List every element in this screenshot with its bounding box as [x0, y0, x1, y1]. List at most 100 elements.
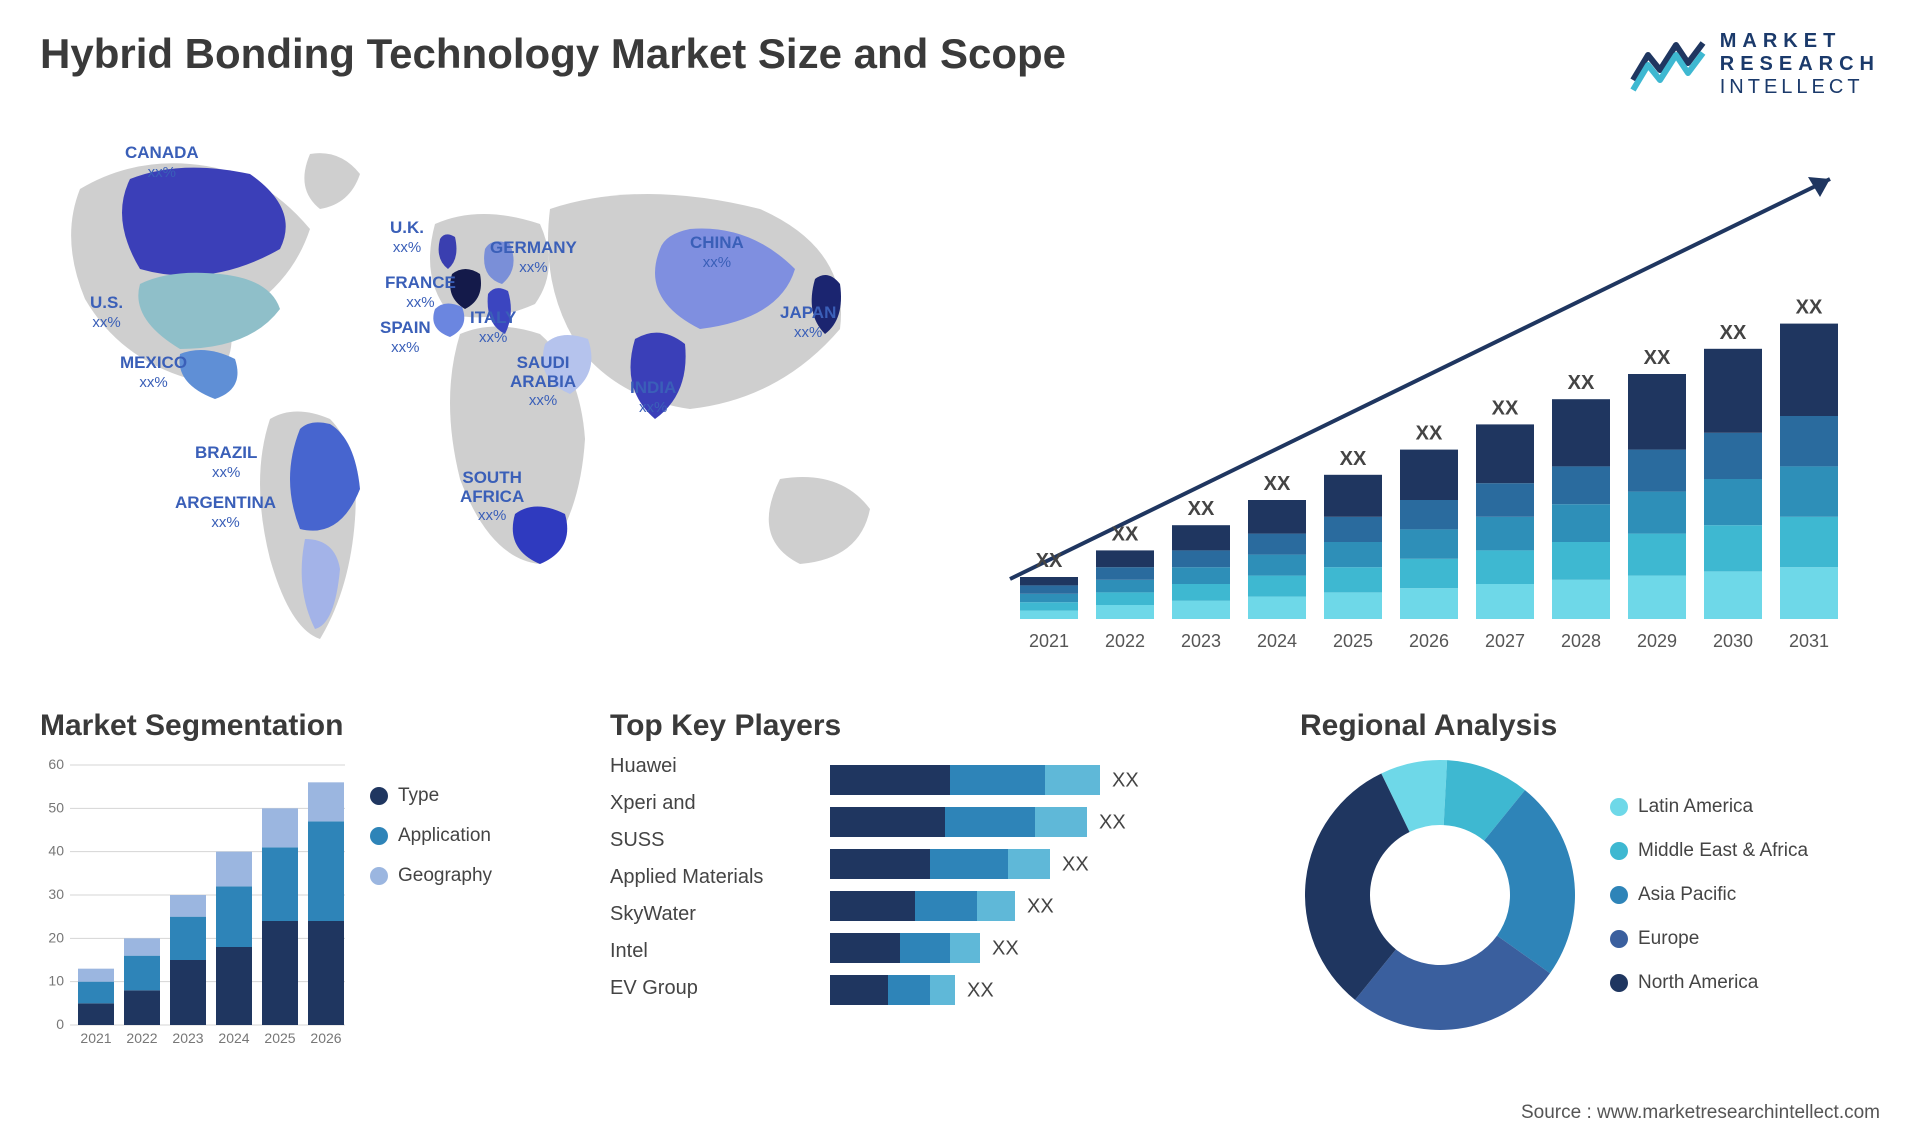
svg-text:XX: XX: [1112, 523, 1139, 545]
svg-text:XX: XX: [1416, 423, 1443, 445]
country-label: U.S.xx%: [90, 294, 123, 331]
legend-item: Middle East & Africa: [1610, 840, 1808, 862]
players-title: Top Key Players: [610, 709, 1260, 743]
player-name: Huawei: [610, 755, 810, 778]
svg-text:2026: 2026: [310, 1030, 341, 1046]
legend-item: Geography: [370, 865, 492, 887]
svg-text:2025: 2025: [264, 1030, 295, 1046]
player-name: Intel: [610, 940, 810, 963]
svg-text:2021: 2021: [80, 1030, 111, 1046]
svg-text:XX: XX: [1568, 372, 1595, 394]
svg-text:2025: 2025: [1333, 631, 1373, 651]
country-label: SAUDIARABIAxx%: [510, 354, 576, 410]
svg-text:2023: 2023: [172, 1030, 203, 1046]
legend-label: Geography: [398, 865, 492, 887]
svg-text:40: 40: [48, 843, 64, 859]
growth-chart-svg: XX 2021 XX 2022 XX 2023 XX 2024 XX 2025 XX 2026 XX 20…: [1000, 119, 1860, 679]
legend-item: Asia Pacific: [1610, 884, 1808, 906]
svg-text:2024: 2024: [1257, 631, 1297, 651]
brand-line3: INTELLECT: [1720, 76, 1880, 99]
players-chart-svg: XXXXXXXXXXXX: [830, 755, 1250, 1045]
svg-text:XX: XX: [1036, 550, 1063, 572]
svg-text:XX: XX: [1796, 297, 1823, 319]
legend-item: Europe: [1610, 928, 1808, 950]
svg-text:10: 10: [48, 973, 64, 989]
legend-label: Europe: [1638, 928, 1699, 950]
country-label: INDIAxx%: [630, 379, 676, 416]
regional-legend: Latin America Middle East & Africa Asia Pa…: [1610, 796, 1808, 994]
player-name: Xperi and: [610, 792, 810, 815]
svg-text:XX: XX: [1188, 498, 1215, 520]
country-label: BRAZILxx%: [195, 444, 257, 481]
svg-text:2021: 2021: [1029, 631, 1069, 651]
svg-text:XX: XX: [1644, 347, 1671, 369]
country-label: CHINAxx%: [690, 234, 744, 271]
brand-line2: RESEARCH: [1720, 53, 1880, 76]
svg-text:2022: 2022: [1105, 631, 1145, 651]
svg-text:2030: 2030: [1713, 631, 1753, 651]
svg-text:20: 20: [48, 929, 64, 945]
legend-dot-icon: [370, 867, 388, 885]
country-label: SPAINxx%: [380, 319, 431, 356]
legend-dot-icon: [1610, 798, 1628, 816]
svg-text:2028: 2028: [1561, 631, 1601, 651]
svg-text:50: 50: [48, 799, 64, 815]
svg-text:2027: 2027: [1485, 631, 1525, 651]
growth-chart-panel: XX 2021 XX 2022 XX 2023 XX 2024 XX 2025 XX 2026 XX 20…: [1000, 119, 1860, 679]
legend-dot-icon: [1610, 842, 1628, 860]
regional-panel: Regional Analysis Latin America Middle Ea…: [1300, 709, 1880, 1055]
country-label: ITALYxx%: [470, 309, 516, 346]
world-map-svg: [40, 119, 940, 679]
svg-text:XX: XX: [1027, 896, 1054, 918]
legend-item: Application: [370, 825, 492, 847]
country-label: U.K.xx%: [390, 219, 424, 256]
legend-item: Latin America: [1610, 796, 1808, 818]
segmentation-chart-svg: 0102030405060202120222023202420252026: [40, 755, 350, 1055]
legend-label: North America: [1638, 972, 1758, 994]
segmentation-panel: Market Segmentation 01020304050602021202…: [40, 709, 570, 1055]
svg-text:60: 60: [48, 756, 64, 772]
legend-label: Application: [398, 825, 491, 847]
country-label: GERMANYxx%: [490, 239, 577, 276]
svg-text:2023: 2023: [1181, 631, 1221, 651]
svg-text:XX: XX: [1264, 473, 1291, 495]
legend-item: North America: [1610, 972, 1808, 994]
brand-logo-icon: [1628, 35, 1708, 95]
segmentation-legend: Type Application Geography: [370, 755, 492, 1055]
regional-title: Regional Analysis: [1300, 709, 1880, 743]
brand-line1: MARKET: [1720, 30, 1880, 53]
svg-text:2022: 2022: [126, 1030, 157, 1046]
player-name: EV Group: [610, 977, 810, 1000]
legend-dot-icon: [1610, 886, 1628, 904]
legend-label: Middle East & Africa: [1638, 840, 1808, 862]
page-title: Hybrid Bonding Technology Market Size an…: [40, 30, 1066, 78]
svg-text:XX: XX: [1720, 322, 1747, 344]
player-name: SkyWater: [610, 903, 810, 926]
legend-dot-icon: [370, 787, 388, 805]
brand-logo-block: MARKET RESEARCH INTELLECT: [1628, 30, 1880, 99]
regional-donut-svg: [1300, 755, 1580, 1035]
player-name: Applied Materials: [610, 866, 810, 889]
country-label: JAPANxx%: [780, 304, 836, 341]
source-text: Source : www.marketresearchintellect.com: [1521, 1102, 1880, 1124]
legend-dot-icon: [1610, 930, 1628, 948]
player-name: SUSS: [610, 829, 810, 852]
country-label: ARGENTINAxx%: [175, 494, 276, 531]
players-panel: Top Key Players Huawei Xperi and SUSS Appli…: [610, 709, 1260, 1055]
svg-text:XX: XX: [1492, 397, 1519, 419]
svg-text:0: 0: [56, 1016, 64, 1032]
svg-text:2031: 2031: [1789, 631, 1829, 651]
svg-text:XX: XX: [992, 938, 1019, 960]
svg-text:XX: XX: [1062, 854, 1089, 876]
country-label: SOUTHAFRICAxx%: [460, 469, 524, 525]
country-label: CANADAxx%: [125, 144, 199, 181]
players-list: Huawei Xperi and SUSS Applied Materials SkyW…: [610, 755, 810, 1050]
svg-text:2026: 2026: [1409, 631, 1449, 651]
svg-text:2029: 2029: [1637, 631, 1677, 651]
legend-label: Latin America: [1638, 796, 1753, 818]
segmentation-title: Market Segmentation: [40, 709, 570, 743]
legend-label: Type: [398, 785, 439, 807]
svg-text:2024: 2024: [218, 1030, 249, 1046]
world-map-panel: CANADAxx% U.S.xx% MEXICOxx% BRAZILxx% ARGENT…: [40, 119, 940, 679]
country-label: MEXICOxx%: [120, 354, 187, 391]
